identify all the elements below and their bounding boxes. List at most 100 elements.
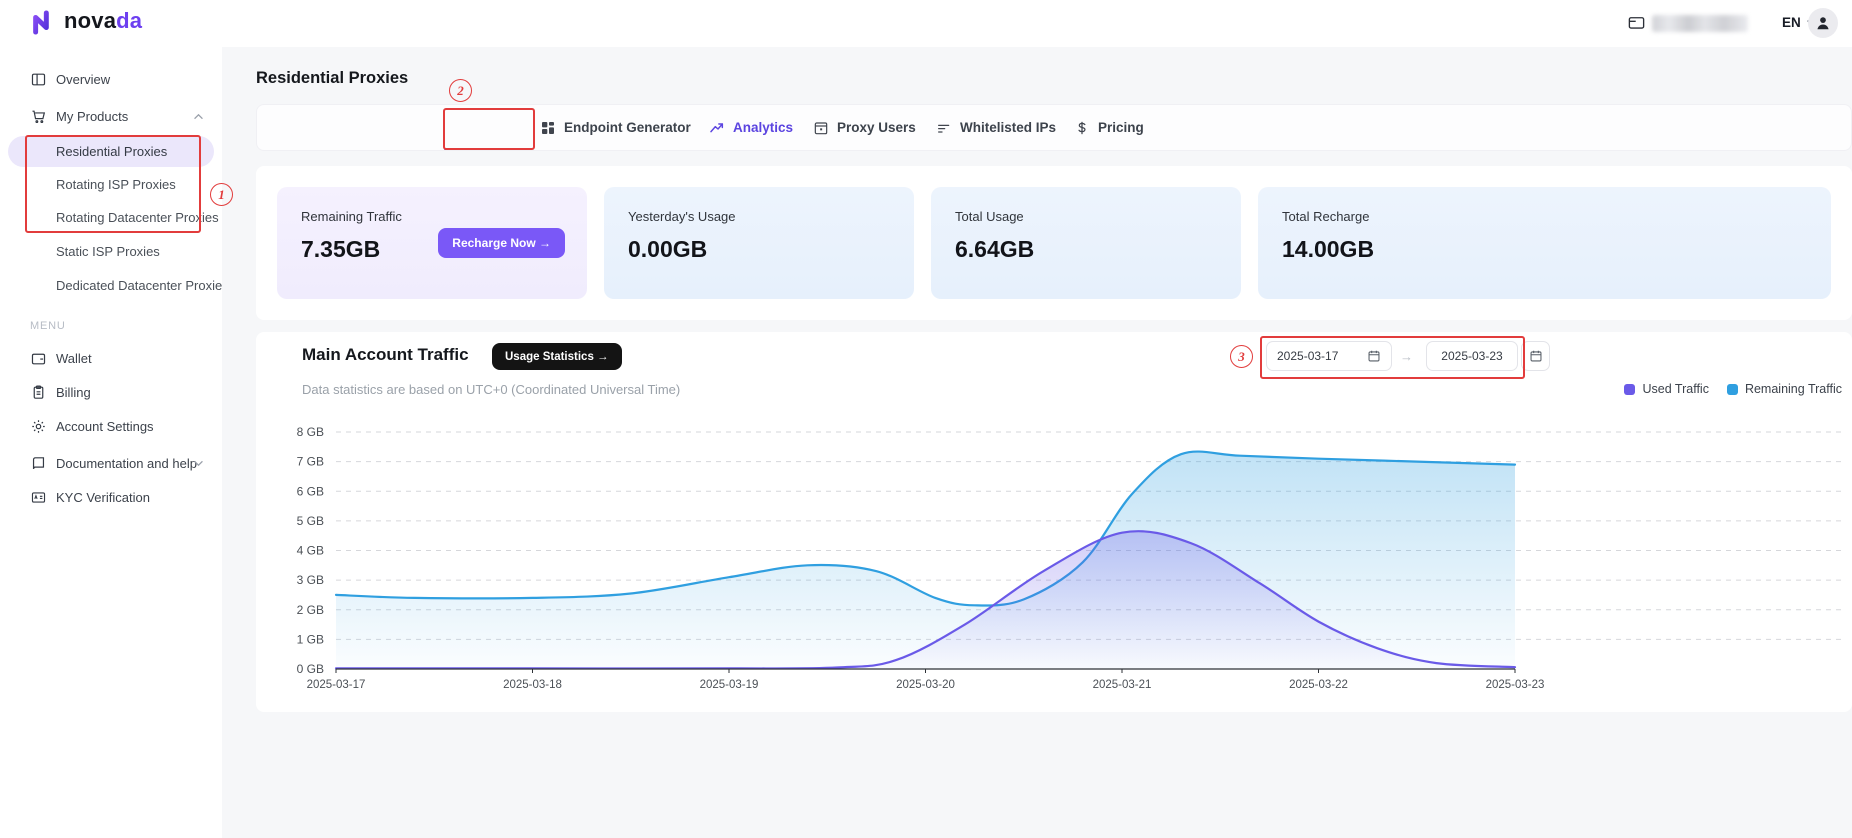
stat-card-total-recharge: Total Recharge 14.00GB	[1258, 187, 1831, 299]
tab-label: Whitelisted IPs	[960, 120, 1057, 135]
layout-icon	[30, 71, 47, 88]
annotation-number-3: 3	[1230, 345, 1253, 368]
y-axis-label: 3 GB	[297, 573, 324, 587]
active-tab-underline	[444, 147, 531, 150]
y-axis-label: 5 GB	[297, 514, 324, 528]
wallet-icon	[30, 350, 47, 367]
date-range-arrow: →	[1400, 349, 1413, 364]
cart-icon	[30, 108, 47, 125]
sidebar-item-kyc-verification[interactable]: KYC Verification	[0, 484, 222, 510]
dollar-icon	[1074, 120, 1090, 136]
sidebar-item-label: Billing	[56, 384, 91, 400]
calendar-icon[interactable]	[1367, 349, 1381, 363]
tab-proxy-users[interactable]: Proxy Users	[813, 105, 916, 150]
active-item-highlight	[8, 136, 214, 167]
top-bar: novada EN	[0, 0, 1852, 47]
chart-legend: Used Traffic Remaining Traffic	[1624, 382, 1842, 396]
date-to-value: 2025-03-23	[1441, 349, 1503, 363]
sidebar: Overview My Products Residential Proxies…	[0, 47, 229, 838]
x-axis-label: 2025-03-17	[307, 679, 366, 691]
stat-card-total-usage: Total Usage 6.64GB	[931, 187, 1241, 299]
sidebar-item-wallet[interactable]: Wallet	[0, 345, 222, 371]
y-axis-label: 0 GB	[297, 662, 324, 676]
menu-section-label: MENU	[30, 320, 66, 332]
person-icon	[1817, 17, 1829, 30]
annotation-number-1: 1	[210, 183, 233, 206]
calendar-icon	[813, 120, 829, 136]
sidebar-item-dedicated-datacenter-proxies[interactable]: Dedicated Datacenter Proxies	[56, 278, 229, 293]
remaining-traffic-swatch	[1726, 383, 1738, 395]
sidebar-item-account-settings[interactable]: Account Settings	[0, 413, 222, 439]
date-to-calendar-button[interactable]	[1521, 341, 1550, 371]
sidebar-item-static-isp-proxies[interactable]: Static ISP Proxies	[56, 244, 160, 259]
sidebar-item-label: Account Settings	[56, 418, 154, 434]
chevron-down-icon[interactable]	[193, 460, 204, 467]
traffic-panel: Main Account Traffic Usage Statistics → …	[256, 332, 1852, 712]
sidebar-item-residential-proxies[interactable]: Residential Proxies	[56, 144, 168, 159]
tab-label: Pricing	[1098, 120, 1144, 135]
sidebar-item-billing[interactable]: Billing	[0, 379, 222, 405]
legend-item-remaining-traffic: Remaining Traffic	[1726, 382, 1842, 396]
y-axis-label: 4 GB	[297, 544, 324, 558]
stat-value: 6.64GB	[955, 236, 1035, 262]
date-from-input[interactable]: 2025-03-17	[1266, 341, 1392, 371]
sidebar-item-label: Documentation and help	[56, 455, 197, 471]
id-card-icon	[30, 489, 47, 506]
sidebar-item-overview[interactable]: Overview	[0, 66, 222, 92]
tab-whitelisted-ips[interactable]: Whitelisted IPs	[936, 105, 1056, 150]
sidebar-item-rotating-isp-proxies[interactable]: Rotating ISP Proxies	[56, 177, 176, 192]
tab-analytics[interactable]: Analytics	[709, 105, 793, 150]
tab-label: Proxy Users	[837, 120, 916, 135]
stat-value: 0.00GB	[628, 236, 708, 262]
balance-icon	[1627, 13, 1646, 32]
legend-label: Used Traffic	[1642, 382, 1709, 396]
stat-value: 14.00GB	[1282, 236, 1375, 262]
x-axis-label: 2025-03-23	[1486, 679, 1545, 691]
brand-wordmark-dark: nova	[64, 8, 117, 33]
docs-icon	[30, 455, 47, 472]
traffic-title: Main Account Traffic	[302, 345, 469, 364]
y-axis-label: 7 GB	[297, 455, 324, 469]
date-to-input[interactable]: 2025-03-23	[1426, 341, 1518, 371]
stat-label: Total Usage	[955, 209, 1024, 224]
sidebar-item-documentation[interactable]: Documentation and help	[0, 450, 222, 476]
sidebar-item-label: My Products	[56, 108, 129, 124]
sidebar-item-label: Overview	[56, 71, 111, 87]
sidebar-item-rotating-datacenter-proxies[interactable]: Rotating Datacenter Proxies	[56, 210, 219, 225]
x-axis-label: 2025-03-21	[1093, 679, 1152, 691]
recharge-now-button[interactable]: Recharge Now →	[438, 228, 565, 258]
brand-wordmark-accent: da	[116, 8, 143, 33]
traffic-area-chart: 0 GB 1 GB 2 GB 3 GB 4 GB 5 GB 6 GB 7 GB 8 GB 2025…	[297, 425, 1846, 691]
stat-card-remaining-traffic: Remaining Traffic 7.35GB Recharge Now →	[277, 187, 587, 299]
usage-statistics-button[interactable]: Usage Statistics →	[492, 343, 622, 370]
stats-panel: Remaining Traffic 7.35GB Recharge Now → …	[256, 166, 1852, 320]
redacted-balance	[1652, 15, 1748, 32]
tab-endpoint-generator[interactable]: Endpoint Generator	[540, 105, 691, 150]
legend-label: Remaining Traffic	[1744, 382, 1842, 396]
tab-bar: Endpoint Generator Analytics Proxy Users…	[256, 104, 1852, 151]
x-axis-label: 2025-03-18	[503, 679, 562, 691]
user-avatar[interactable]	[1808, 8, 1838, 38]
trend-up-icon	[709, 120, 725, 136]
brand-wordmark[interactable]: novada	[64, 8, 142, 34]
novada-logo-icon[interactable]	[30, 9, 57, 36]
stats-cards: Remaining Traffic 7.35GB Recharge Now → …	[277, 187, 1831, 299]
stat-label: Remaining Traffic	[301, 209, 402, 224]
y-axis-label: 2 GB	[297, 603, 324, 617]
x-axis-label: 2025-03-19	[700, 679, 759, 691]
tab-pricing[interactable]: Pricing	[1074, 105, 1144, 150]
calendar-icon	[1529, 349, 1543, 363]
language-selector[interactable]: EN	[1782, 15, 1801, 30]
sidebar-item-label: Wallet	[56, 350, 92, 366]
used-traffic-swatch	[1624, 383, 1636, 395]
gear-icon	[30, 418, 47, 435]
traffic-subtitle: Data statistics are based on UTC+0 (Coor…	[302, 382, 681, 397]
page-title: Residential Proxies	[256, 69, 409, 87]
stat-label: Total Recharge	[1282, 209, 1370, 224]
chevron-up-icon[interactable]	[193, 113, 204, 120]
x-axis-label: 2025-03-20	[896, 679, 955, 691]
sidebar-item-my-products[interactable]: My Products	[0, 103, 222, 129]
y-axis-label: 6 GB	[297, 484, 324, 498]
billing-icon	[30, 384, 47, 401]
